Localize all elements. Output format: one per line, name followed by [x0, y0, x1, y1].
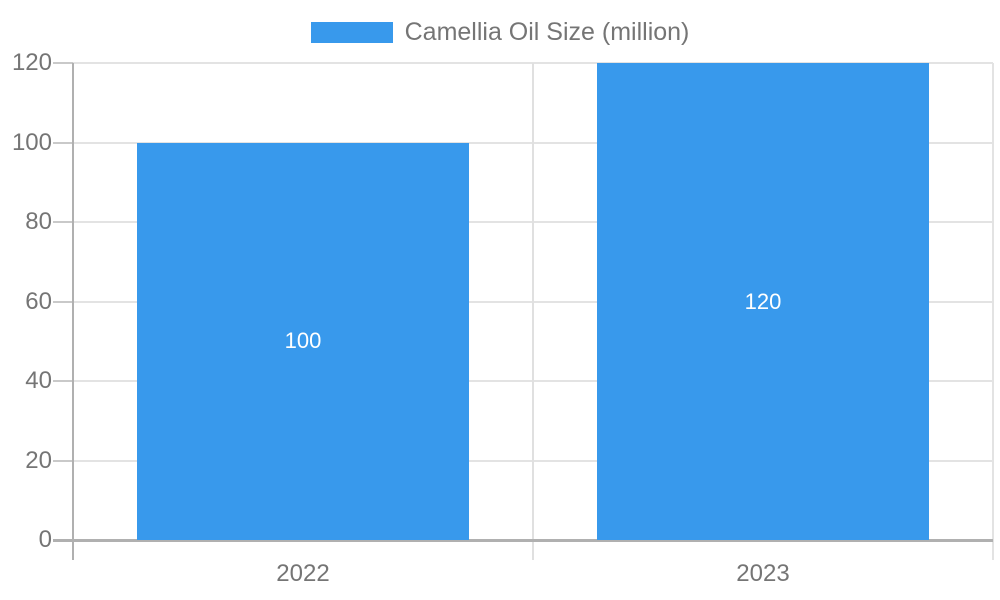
gridline-vertical [992, 63, 994, 560]
x-axis-line [53, 539, 993, 542]
y-axis-tick [53, 459, 73, 462]
y-axis-tick [53, 300, 73, 303]
legend: Camellia Oil Size (million) [0, 17, 1000, 47]
x-axis-tick-label: 2023 [736, 560, 790, 587]
x-axis-tick-label: 2022 [276, 560, 330, 587]
y-axis-tick [53, 62, 73, 64]
y-axis-tick-label: 40 [25, 367, 52, 394]
y-axis-tick-label: 20 [25, 446, 52, 474]
y-axis-tick [53, 221, 73, 223]
gridline-vertical [532, 63, 534, 560]
bar-2023[interactable] [597, 63, 929, 540]
bar-2022[interactable] [137, 142, 469, 540]
y-axis-tick-label: 0 [38, 526, 52, 553]
bar-value-label: 100 [284, 328, 322, 354]
y-axis-tick [53, 141, 73, 144]
legend-label[interactable]: Camellia Oil Size (million) [404, 17, 690, 46]
y-axis-line [72, 63, 74, 560]
y-axis-tick-label: 120 [11, 49, 52, 76]
y-axis-tick [53, 380, 73, 382]
y-axis-tick-label: 100 [11, 128, 52, 156]
y-axis-tick-label: 80 [25, 208, 52, 235]
bar-value-label: 120 [744, 288, 782, 314]
y-axis-tick-label: 60 [25, 287, 52, 315]
legend-swatch[interactable] [310, 21, 393, 43]
